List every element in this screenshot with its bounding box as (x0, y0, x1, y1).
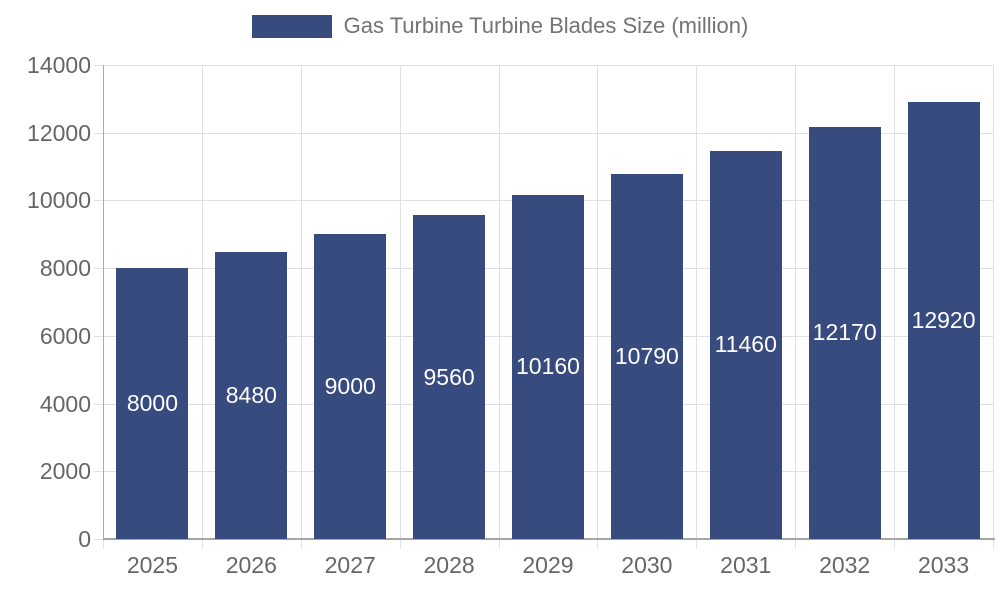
legend[interactable]: Gas Turbine Turbine Blades Size (million… (0, 9, 1000, 43)
y-axis-tick (94, 132, 103, 134)
bar-value-label: 12920 (911, 306, 976, 333)
bar-value-label: 12170 (812, 319, 877, 346)
x-tick-label: 2026 (225, 552, 277, 578)
bar: 12920 (907, 101, 980, 539)
y-tick-label: 14000 (27, 52, 91, 78)
x-axis-tick (103, 539, 104, 549)
y-axis-tick (94, 403, 103, 405)
gridline-x (696, 65, 698, 549)
gridline-y (103, 132, 993, 134)
x-axis-line (103, 538, 995, 540)
bar-value-label: 8480 (225, 381, 277, 408)
bar-value-label: 9560 (423, 363, 475, 390)
y-axis-tick (94, 65, 103, 66)
gridline-x (597, 65, 599, 549)
gridline-y (103, 65, 993, 66)
y-axis-tick (94, 539, 103, 540)
gridline-x (795, 65, 797, 549)
bar: 12170 (808, 126, 881, 539)
bar-value-label: 10160 (516, 353, 580, 380)
bar: 10160 (512, 195, 584, 539)
y-axis-tick (94, 335, 103, 337)
y-axis-tick (94, 200, 103, 202)
x-tick-label: 2027 (324, 552, 376, 578)
legend-swatch (251, 14, 332, 38)
x-tick-label: 2033 (917, 552, 970, 578)
bar: 8000 (116, 268, 189, 539)
x-tick-label: 2025 (126, 552, 179, 578)
gridline-x (201, 65, 203, 549)
bar: 8480 (215, 251, 288, 539)
y-tick-label: 2000 (39, 458, 91, 485)
gridline-x (498, 65, 500, 549)
bar: 9560 (413, 215, 486, 539)
y-tick-label: 12000 (27, 119, 91, 146)
y-tick-label: 8000 (39, 255, 91, 282)
x-tick-label: 2032 (819, 552, 871, 578)
bar: 9000 (314, 234, 387, 539)
y-tick-label: 0 (78, 526, 91, 552)
y-tick-label: 4000 (39, 390, 91, 417)
x-tick-label: 2029 (522, 552, 574, 578)
x-tick-label: 2028 (423, 552, 475, 578)
x-tick-label: 2031 (720, 552, 772, 578)
bar: 11460 (709, 150, 782, 539)
y-axis-line (103, 65, 104, 539)
bar: 10790 (610, 173, 683, 539)
bar-value-label: 10790 (614, 342, 679, 369)
legend-label: Gas Turbine Turbine Blades Size (million… (343, 13, 749, 38)
y-axis-tick (94, 471, 103, 473)
bar-value-label: 9000 (324, 373, 376, 400)
bar-value-label: 11460 (714, 331, 777, 358)
gridline-x (993, 65, 994, 549)
gridline-x (300, 65, 302, 549)
gridline-x (894, 65, 896, 549)
gridline-x (399, 65, 401, 549)
y-axis-tick (94, 268, 103, 270)
y-tick-label: 10000 (27, 187, 91, 214)
x-tick-label: 2030 (621, 552, 673, 578)
y-tick-label: 6000 (39, 322, 91, 349)
bar-value-label: 8000 (126, 390, 179, 417)
